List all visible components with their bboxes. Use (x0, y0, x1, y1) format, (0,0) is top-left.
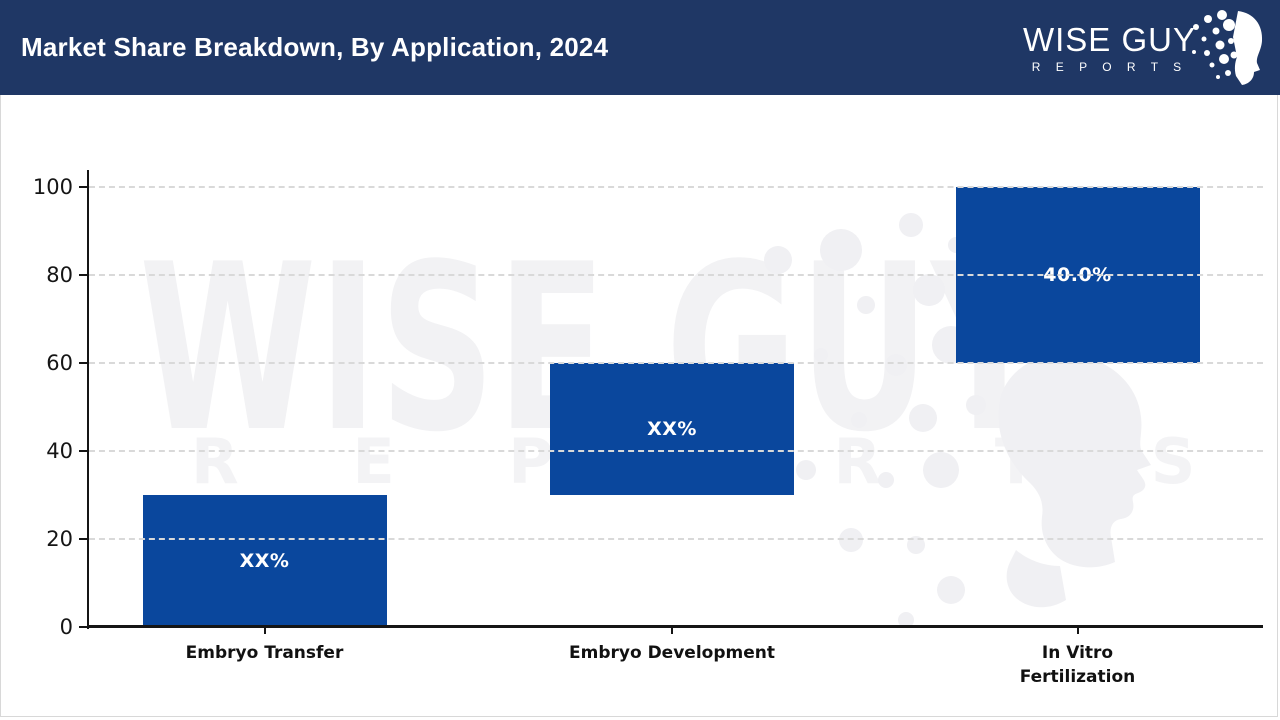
ytick-label-60: 60 (46, 351, 73, 375)
chart-title: Market Share Breakdown, By Application, … (21, 32, 609, 62)
chart-panel: WISE GUY R E P O R T S 020406080100XX%XX… (0, 95, 1278, 717)
ytick-mark-60 (79, 362, 87, 364)
ytick-mark-80 (79, 274, 87, 276)
ytick-label-20: 20 (46, 527, 73, 551)
xtick-mark-1 (263, 627, 266, 634)
x-axis-line (87, 625, 1263, 628)
ytick-mark-40 (79, 450, 87, 452)
xtick-label-in-vitro-fertilization: In Vitro Fertilization (1019, 643, 1136, 687)
xtick-mark-2 (671, 627, 673, 634)
logo-brand-text: WISE GUY (1022, 20, 1196, 58)
bar-value-label: XX% (647, 418, 697, 440)
ytick-mark-20 (79, 538, 87, 540)
bar-value-label: XX% (239, 550, 290, 572)
xtick-label-embryo-transfer: Embryo Transfer (185, 643, 344, 663)
gridline-y-40 (89, 450, 1263, 452)
ytick-mark-100 (79, 186, 87, 188)
ytick-label-80: 80 (46, 263, 73, 287)
gridline-y-80 (89, 274, 1263, 276)
wise-guy-reports-logo: WISE GUY R E P O R T S (1023, 8, 1266, 88)
bar-embryo-development: XX% (550, 363, 794, 495)
gridline-y-100 (89, 186, 1263, 188)
dot-face-profile-icon (1192, 10, 1263, 85)
y-axis-line (87, 170, 89, 629)
plot-area: 0 20 40 60 80 100 XX% XX% 40.0% Embryo Transfer Em… (33, 170, 1263, 687)
ytick-mark-0 (79, 626, 87, 628)
bar-embryo-transfer: XX% (142, 495, 387, 627)
ytick-label-40: 40 (46, 439, 73, 463)
ytick-label-100: 100 (32, 175, 73, 199)
xtick-mark-3 (1076, 627, 1079, 634)
gridline-y-20 (89, 538, 1263, 540)
ytick-label-0: 0 (59, 615, 73, 639)
xtick-label-embryo-development: Embryo Development (569, 643, 775, 663)
gridline-y-60 (89, 362, 1263, 364)
header-bar: Market Share Breakdown, By Application, … (0, 0, 1280, 95)
logo-sub-text: R E P O R T S (1031, 59, 1188, 74)
